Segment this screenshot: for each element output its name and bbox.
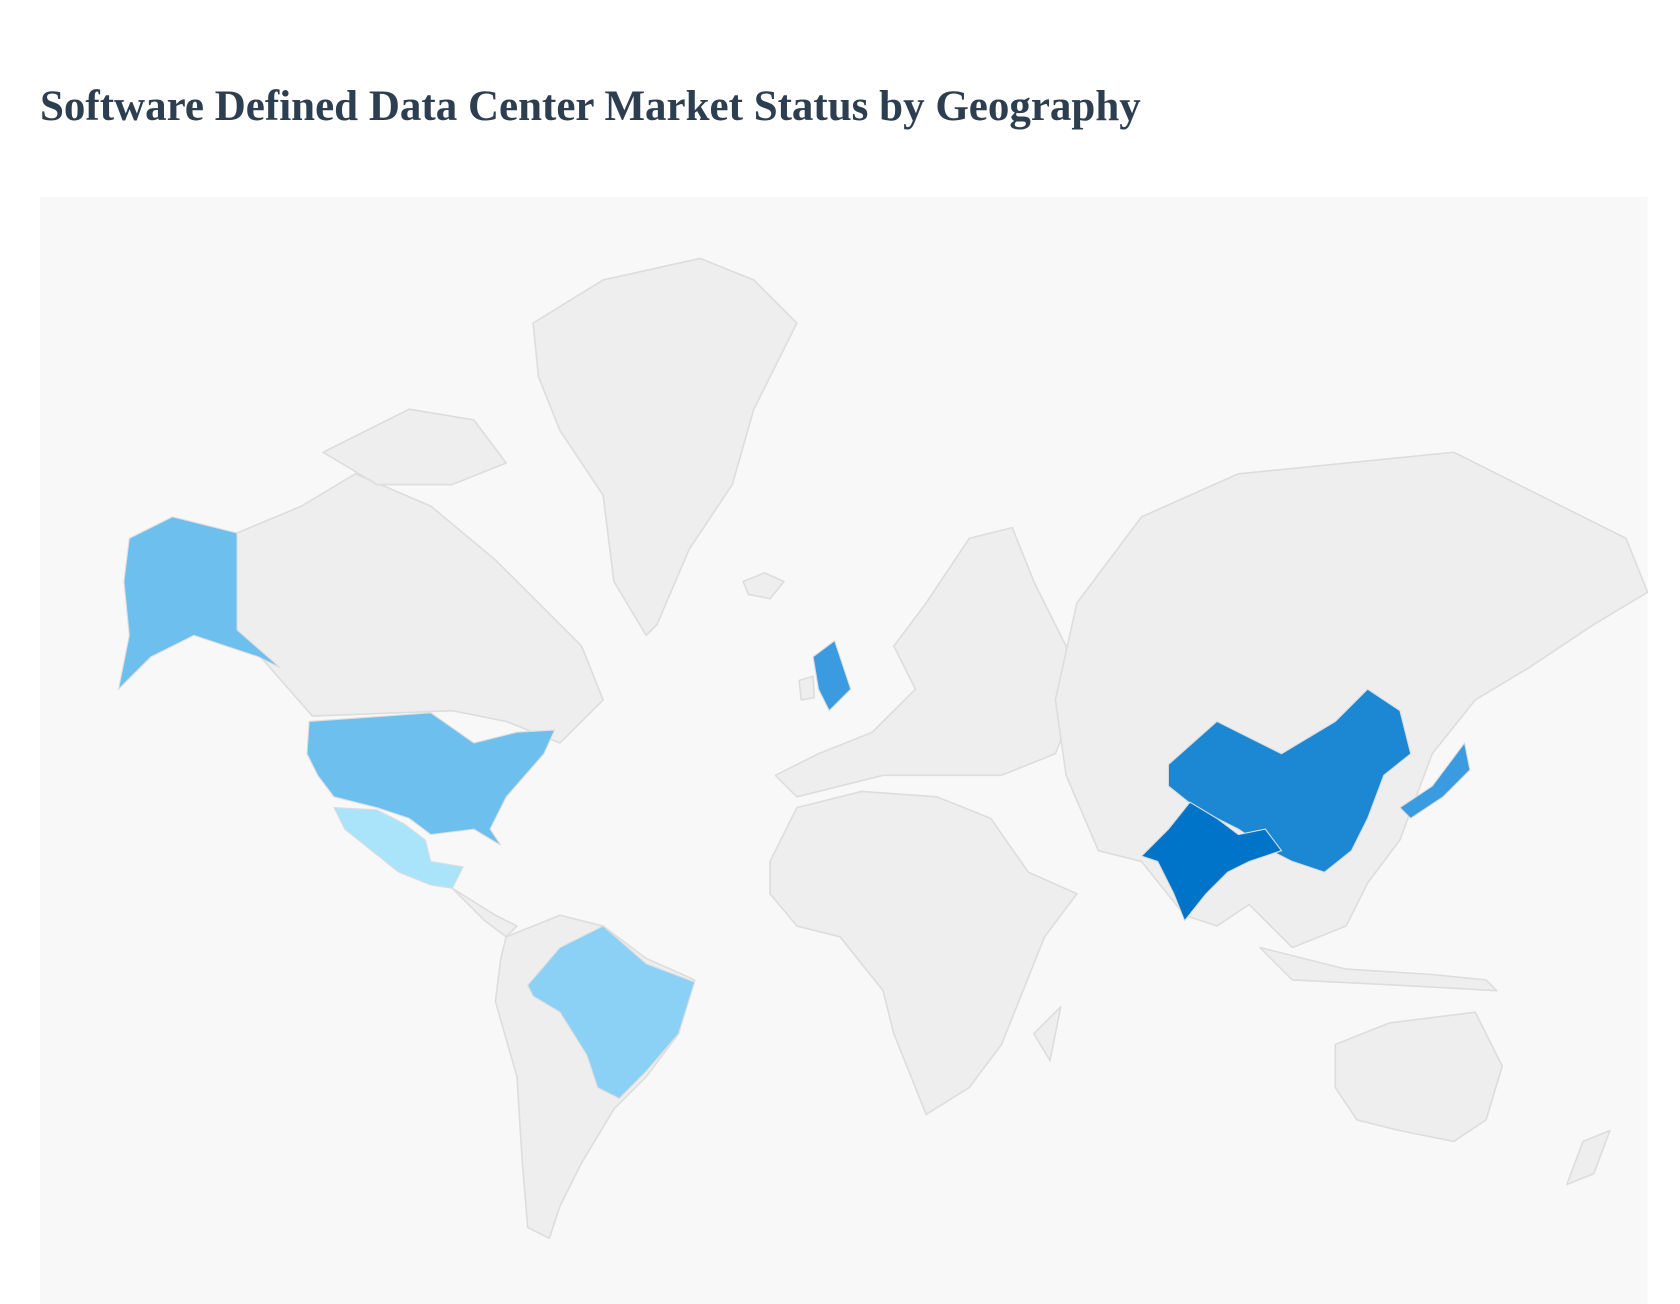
iceland xyxy=(742,572,785,600)
arctic-islands xyxy=(322,408,508,486)
japan xyxy=(1399,741,1471,820)
countries xyxy=(117,257,1649,1240)
china xyxy=(1167,688,1412,873)
madagascar xyxy=(1033,1005,1062,1062)
india xyxy=(1140,801,1283,922)
alaska xyxy=(117,516,281,691)
central-america xyxy=(451,887,518,938)
africa xyxy=(769,790,1078,1116)
brazil xyxy=(527,925,696,1099)
uk xyxy=(812,639,852,712)
europe xyxy=(774,526,1078,798)
new-zealand xyxy=(1566,1129,1611,1186)
usa xyxy=(306,712,556,846)
mexico xyxy=(333,807,464,889)
ireland xyxy=(798,675,815,701)
australia xyxy=(1334,1011,1504,1143)
page-title: Software Defined Data Center Market Stat… xyxy=(40,83,1141,130)
greenland xyxy=(532,257,798,637)
indonesia xyxy=(1259,946,1498,992)
